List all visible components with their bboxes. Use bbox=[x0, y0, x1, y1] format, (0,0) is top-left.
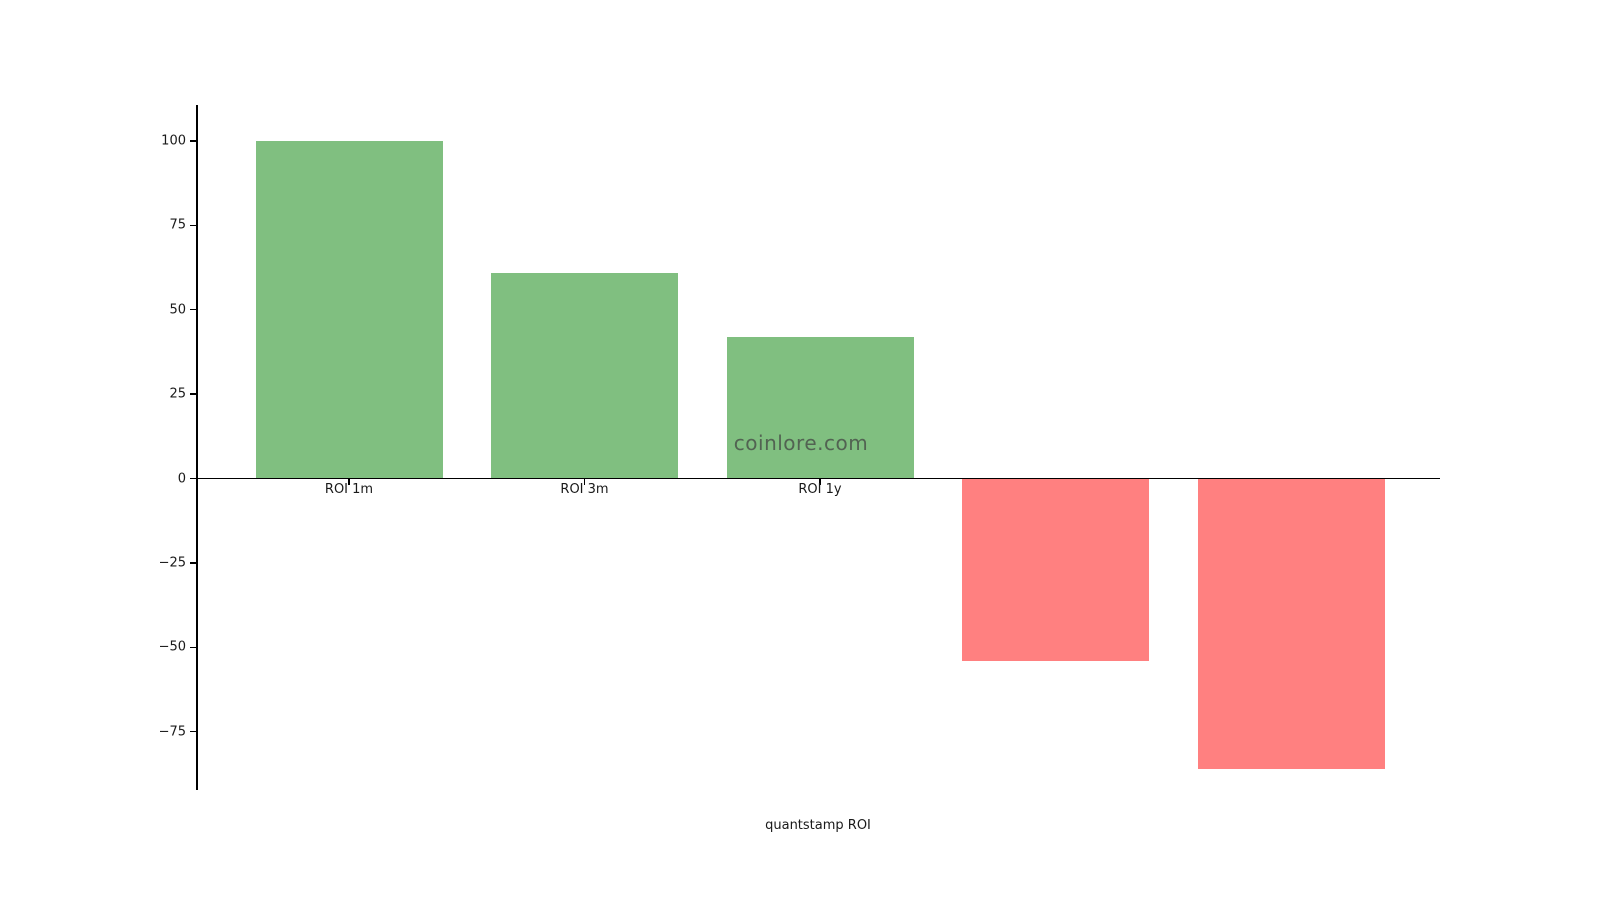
bar-roi-1m bbox=[255, 140, 443, 479]
y-tick-label: −25 bbox=[158, 555, 186, 571]
bar-unlabeled-3 bbox=[962, 478, 1149, 661]
watermark-text: coinlore.com bbox=[733, 431, 869, 455]
bar-unlabeled-4 bbox=[1197, 478, 1385, 769]
x-tick-label: ROI 1m bbox=[324, 481, 374, 497]
x-axis-zero-line bbox=[196, 477, 1440, 480]
y-tick-label: 25 bbox=[169, 386, 186, 402]
y-tick-label: 100 bbox=[161, 133, 186, 149]
y-tick-mark bbox=[190, 308, 196, 311]
x-tick-mark bbox=[583, 478, 586, 485]
y-tick-mark bbox=[190, 393, 196, 395]
x-tick-label: ROI 1y bbox=[798, 481, 842, 497]
y-tick-mark bbox=[190, 646, 196, 649]
y-tick-label: 50 bbox=[169, 302, 186, 318]
bar-roi-1y bbox=[726, 336, 914, 479]
y-tick-label: −50 bbox=[158, 639, 186, 655]
y-tick-mark bbox=[190, 224, 196, 227]
y-tick-mark bbox=[190, 730, 196, 733]
y-tick-label: −75 bbox=[158, 724, 186, 740]
x-tick-mark bbox=[348, 478, 350, 485]
y-tick-mark bbox=[190, 477, 196, 480]
y-tick-label: 75 bbox=[169, 217, 186, 233]
y-tick-mark bbox=[190, 140, 196, 142]
x-tick-label: ROI 3m bbox=[560, 481, 609, 497]
chart-xlabel: quantstamp ROI bbox=[765, 818, 871, 833]
y-axis-spine bbox=[196, 105, 198, 790]
y-tick-mark bbox=[190, 562, 196, 564]
bar-roi-3m bbox=[491, 272, 678, 479]
y-tick-label: 0 bbox=[177, 471, 186, 486]
x-tick-mark bbox=[819, 478, 821, 485]
